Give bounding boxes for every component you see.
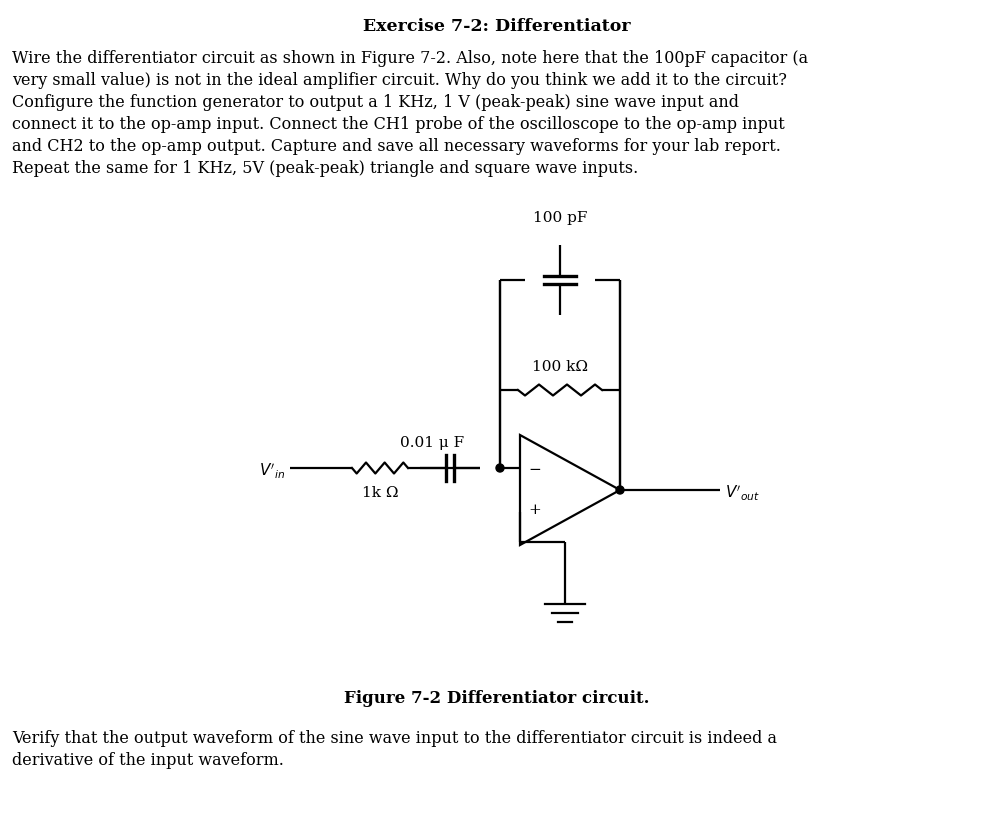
- Text: $V'_{out}$: $V'_{out}$: [725, 484, 760, 503]
- Text: Exercise 7-2: Differentiator: Exercise 7-2: Differentiator: [363, 18, 631, 35]
- Text: Verify that the output waveform of the sine wave input to the differentiator cir: Verify that the output waveform of the s…: [12, 730, 777, 747]
- Text: Figure 7-2 Differentiator circuit.: Figure 7-2 Differentiator circuit.: [344, 690, 650, 707]
- Text: derivative of the input waveform.: derivative of the input waveform.: [12, 752, 284, 769]
- Circle shape: [496, 464, 504, 472]
- Text: 0.01 μ F: 0.01 μ F: [400, 436, 464, 450]
- Text: connect it to the op-amp input. Connect the CH1 probe of the oscilloscope to the: connect it to the op-amp input. Connect …: [12, 116, 784, 133]
- Text: Repeat the same for 1 KHz, 5V (peak-peak) triangle and square wave inputs.: Repeat the same for 1 KHz, 5V (peak-peak…: [12, 160, 638, 177]
- Text: −: −: [528, 463, 541, 477]
- Text: 100 kΩ: 100 kΩ: [532, 360, 588, 374]
- Text: $V'_{in}$: $V'_{in}$: [258, 462, 285, 481]
- Text: +: +: [528, 503, 541, 517]
- Text: Wire the differentiator circuit as shown in Figure 7-2. Also, note here that the: Wire the differentiator circuit as shown…: [12, 50, 808, 67]
- Text: very small value) is not in the ideal amplifier circuit. Why do you think we add: very small value) is not in the ideal am…: [12, 72, 787, 89]
- Text: and CH2 to the op-amp output. Capture and save all necessary waveforms for your : and CH2 to the op-amp output. Capture an…: [12, 138, 781, 155]
- Text: 100 pF: 100 pF: [533, 211, 587, 225]
- Text: 1k Ω: 1k Ω: [362, 486, 399, 500]
- Circle shape: [616, 486, 624, 494]
- Text: Configure the function generator to output a 1 KHz, 1 V (peak-peak) sine wave in: Configure the function generator to outp…: [12, 94, 739, 111]
